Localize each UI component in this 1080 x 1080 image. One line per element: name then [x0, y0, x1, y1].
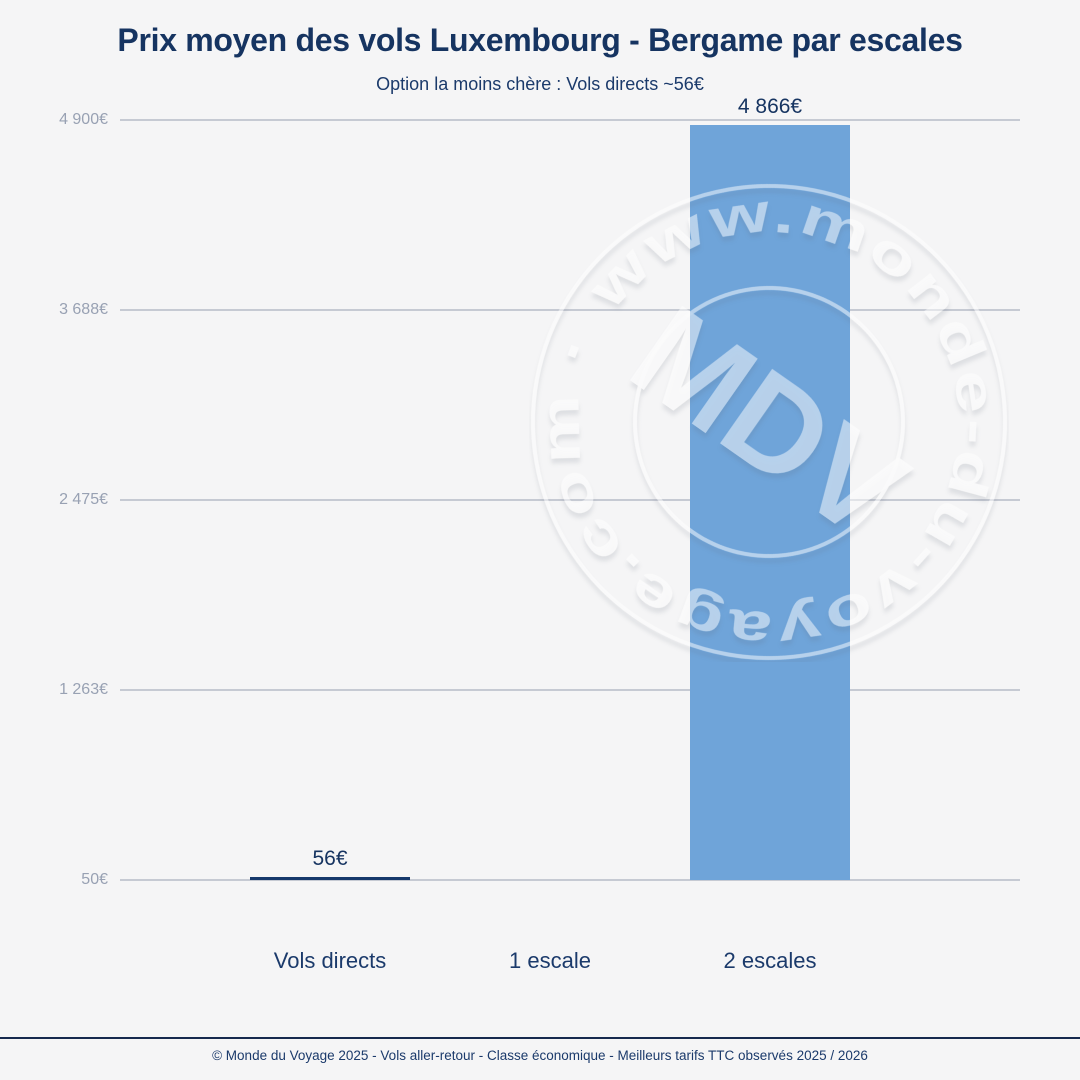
gridline-2475 — [120, 499, 1020, 501]
bar-value-label: 56€ — [312, 847, 348, 870]
y-axis-tick-label: 50€ — [81, 871, 108, 888]
gridline-4900 — [120, 119, 1020, 121]
y-axis-tick-label: 4 900€ — [59, 111, 108, 128]
bar-value-label: 4 866€ — [737, 95, 803, 119]
footer-divider — [0, 1037, 1080, 1039]
x-axis-category-label: 1 escale — [509, 948, 591, 973]
y-axis-tick-label: 3 688€ — [59, 300, 108, 318]
x-axis-category-label: Vols directs — [273, 948, 387, 973]
y-axis-tick-label: 2 475€ — [59, 491, 108, 508]
y-axis-tick-label: 1 263€ — [59, 680, 108, 698]
footer-credit: © Monde du Voyage 2025 - Vols aller-reto… — [212, 1048, 868, 1063]
gridline-3688 — [120, 308, 1020, 311]
chart-title: Prix moyen des vols Luxembourg - Bergame… — [117, 22, 963, 58]
gridline-50 — [120, 879, 1020, 881]
x-axis-category-label: 2 escales — [723, 948, 817, 973]
gridline-1263 — [120, 688, 1020, 691]
chart-subtitle: Option la moins chère : Vols directs ~56… — [376, 74, 704, 94]
bar-2-escales — [690, 125, 850, 880]
bar-vols-directs — [250, 877, 410, 880]
